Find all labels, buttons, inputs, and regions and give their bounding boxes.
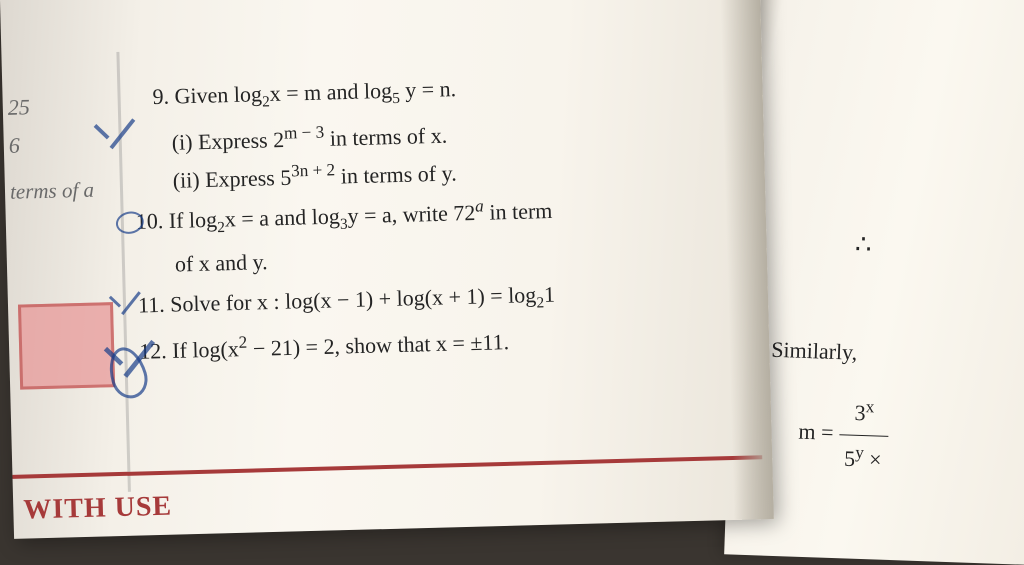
pen-tick-q9 <box>92 105 145 158</box>
similarly-text: Similarly, <box>771 328 892 376</box>
margin-6: 6 <box>8 133 20 159</box>
question-9: 9. Given log2x = m and log5 y = n. <box>132 66 743 118</box>
margin-25: 25 <box>7 94 30 121</box>
question-10: 10. If log2x = a and log3y = a, write 72… <box>135 188 746 242</box>
pen-tick-q11 <box>107 281 148 322</box>
question-12: 12. If log(x2 − 21) = 2, show that x = ±… <box>139 317 750 367</box>
red-separator <box>12 455 762 479</box>
formula-m: m = 3x 5y × <box>767 387 890 483</box>
margin-terms: terms of a <box>10 178 95 205</box>
question-11: 11. Solve for x : log(x − 1) + log(x + 1… <box>138 274 749 326</box>
therefore-symbol: ∴ <box>854 219 896 272</box>
red-box <box>18 302 115 389</box>
question-10-cont: of x and y. <box>137 234 748 282</box>
left-page: 25 6 terms of a 9. Given log2x = m and l… <box>0 0 774 539</box>
footer-text: WITH USE <box>23 491 173 527</box>
